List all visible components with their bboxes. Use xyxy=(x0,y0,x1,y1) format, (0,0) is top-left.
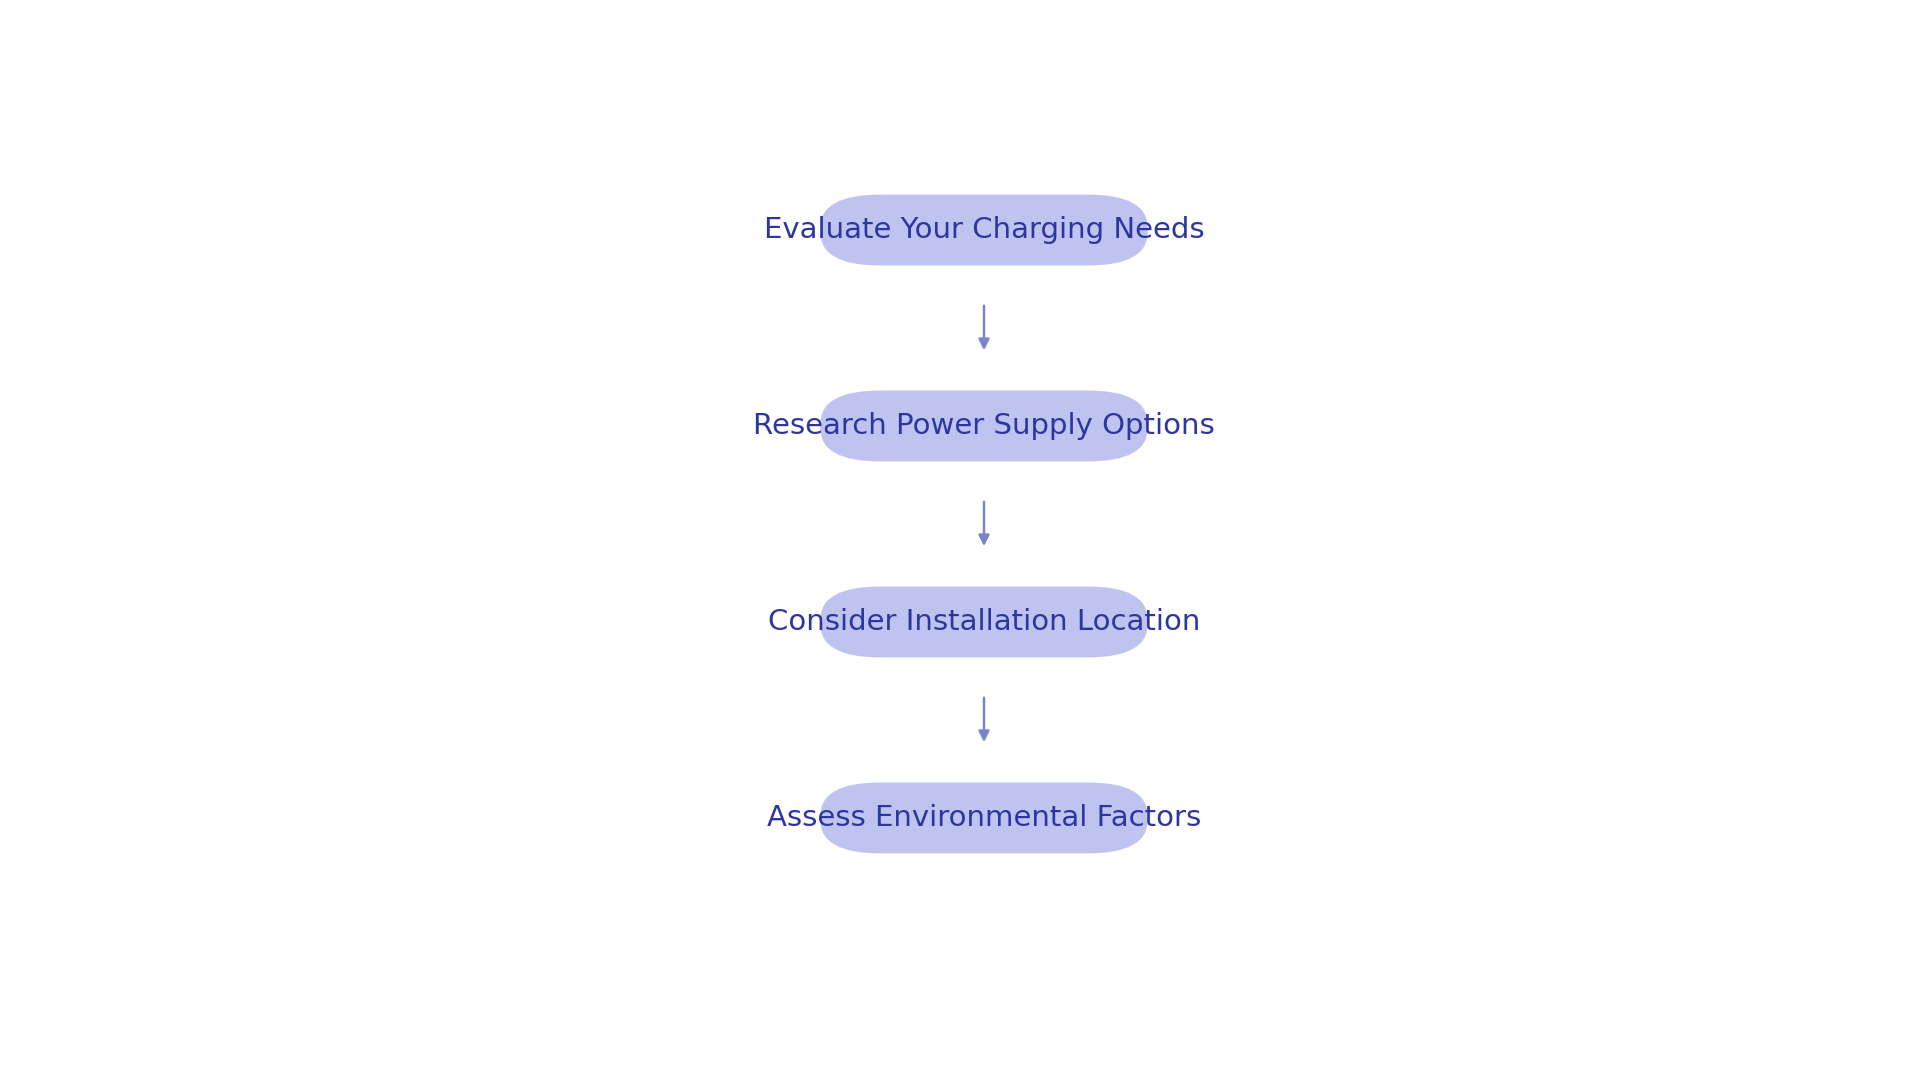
Text: Research Power Supply Options: Research Power Supply Options xyxy=(753,412,1215,440)
FancyBboxPatch shape xyxy=(820,587,1148,657)
Text: Evaluate Your Charging Needs: Evaluate Your Charging Needs xyxy=(764,216,1204,244)
Text: Consider Installation Location: Consider Installation Location xyxy=(768,608,1200,636)
FancyBboxPatch shape xyxy=(820,195,1148,265)
FancyBboxPatch shape xyxy=(820,783,1148,853)
FancyBboxPatch shape xyxy=(820,391,1148,461)
Text: Assess Environmental Factors: Assess Environmental Factors xyxy=(766,804,1202,832)
